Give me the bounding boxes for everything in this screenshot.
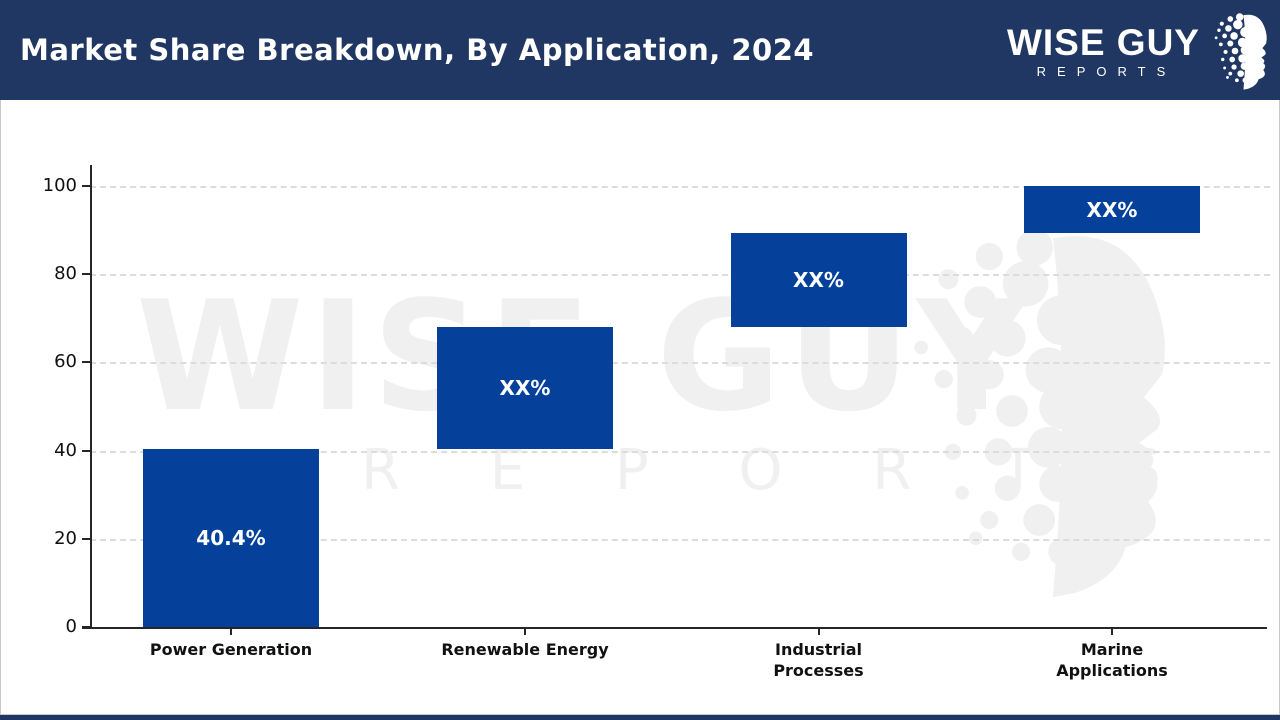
y-tick-label-60: 60 [54, 351, 77, 373]
watermark-subtitle: R E P O R T S [361, 438, 1197, 503]
x-tick-mark [1111, 629, 1113, 635]
category-label-renewable-energy: Renewable Energy [441, 640, 609, 659]
y-tick-mark-100 [82, 185, 90, 187]
gridline-60 [90, 362, 1270, 365]
y-tick-label-40: 40 [54, 439, 77, 461]
logo-subtitle: REPORTS [1036, 64, 1177, 79]
x-axis [82, 627, 1267, 629]
gridline-20 [90, 538, 1270, 541]
footer-bar [0, 714, 1280, 720]
bar-power-generation: 40.4% [143, 448, 319, 627]
logo-wordmark: WISE GUY [1006, 22, 1200, 63]
bar-industrial-processes: XX% [730, 233, 907, 328]
y-tick-label-80: 80 [54, 263, 77, 285]
x-tick-mark [230, 629, 232, 635]
bar-value-label: XX% [793, 268, 844, 293]
logo-face-icon [1214, 13, 1267, 90]
y-tick-mark-0 [82, 626, 90, 628]
y-tick-mark-40 [82, 449, 90, 452]
header-bar: Market Share Breakdown, By Application, … [0, 0, 1280, 100]
x-tick-mark [524, 629, 526, 635]
y-tick-mark-60 [82, 361, 90, 364]
category-label-power-generation: Power Generation [149, 640, 313, 659]
gridline-80 [90, 274, 1270, 277]
y-tick-mark-20 [82, 537, 90, 540]
bar-value-label: XX% [499, 375, 551, 400]
gridline-100 [90, 186, 1270, 188]
wise-guy-reports-logo: WISE GUY REPORTS [1007, 8, 1268, 94]
bar-value-label: 40.4% [196, 525, 266, 550]
logo-text: WISE GUY REPORTS [1006, 22, 1200, 80]
bar-marine-applications: XX% [1024, 186, 1200, 234]
y-tick-label-0: 0 [65, 616, 77, 637]
page-title: Market Share Breakdown, By Application, … [20, 33, 815, 67]
y-axis [90, 165, 92, 627]
bar-renewable-energy: XX% [437, 327, 613, 449]
gridline-40 [90, 450, 1270, 453]
y-tick-label-100: 100 [42, 175, 77, 196]
y-tick-label-20: 20 [54, 527, 77, 549]
category-label-marine-applications: Marine Applications [1056, 640, 1168, 680]
category-label-industrial-processes: Industrial Processes [773, 640, 864, 680]
y-tick-mark-80 [82, 273, 90, 276]
bar-value-label: XX% [1086, 197, 1138, 222]
x-tick-mark [817, 629, 820, 635]
